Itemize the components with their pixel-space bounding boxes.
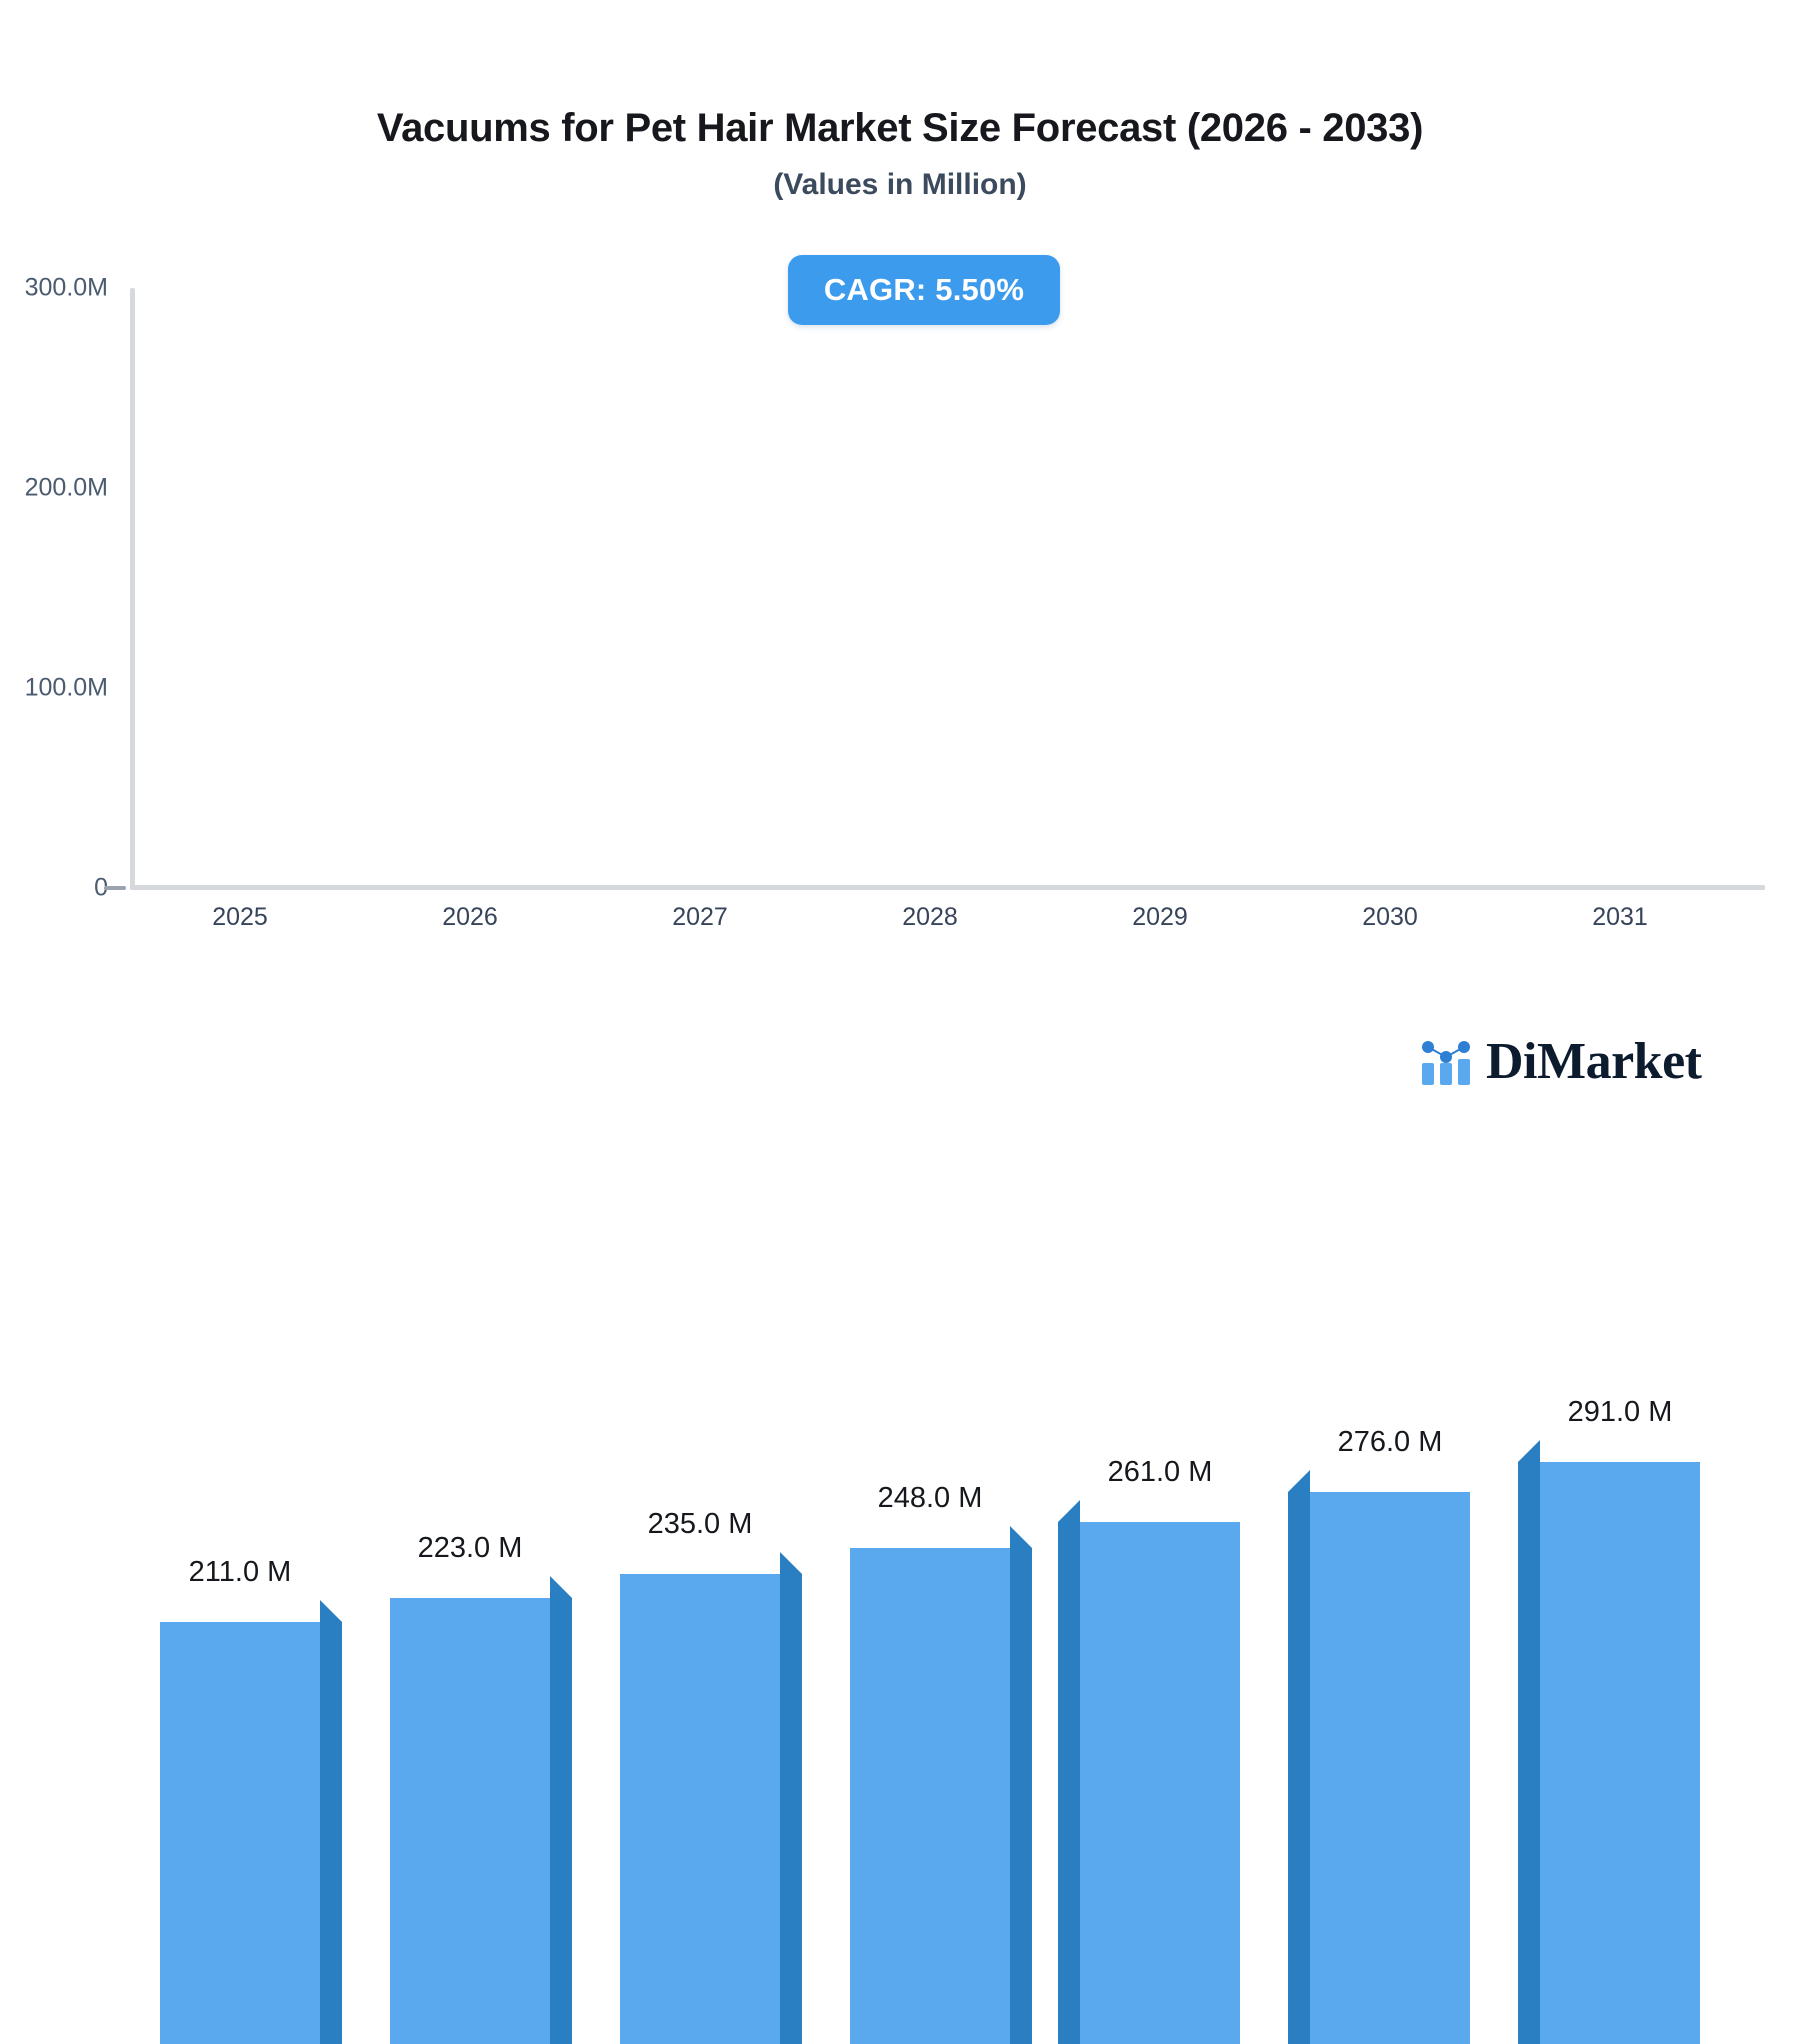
chart-title: Vacuums for Pet Hair Market Size Forecas… [376,106,1424,150]
bar-chart-logo-icon [1422,1041,1470,1085]
y-axis-tick-label: 0 [94,873,108,902]
x-axis-tick-label: 2025 [212,903,268,931]
x-axis-line [130,885,1765,890]
bar-side-face [550,1576,572,2044]
bar-front-face [390,1598,550,2044]
chart-header: Vacuums for Pet Hair Market Size Forecas… [0,0,1800,200]
bar-value-label: 248.0 M [877,1482,983,1514]
x-axis-tick-label: 2031 [1592,903,1648,931]
bar-series: 211.0 M 223.0 M 235.0 M 248.0 M 261.0 M 276.0… [160,1396,1700,2044]
brand-name: DiMarket [1486,1033,1702,1090]
y-axis-tick-label: 300.0M [24,273,108,302]
bar-side-face [1010,1526,1032,2044]
bar-front-face [1540,1462,1700,2044]
cagr-badge: CAGR: 5.50% [788,255,1060,325]
bar-side-face [320,1600,342,2044]
bar-front-face [850,1548,1010,2044]
y-axis-tick-mark [104,886,126,890]
x-axis-tick-label: 2026 [442,903,498,931]
bar-front-face [620,1574,780,2044]
chart-subtitle: (Values in Million) [773,168,1027,201]
brand-logo: DiMarket [1420,1033,1702,1090]
bar-value-label: 223.0 M [417,1532,523,1564]
bar-front-face [160,1622,320,2044]
y-axis-line [130,288,135,890]
bar-value-label: 276.0 M [1337,1426,1443,1458]
bar-value-label: 261.0 M [1107,1456,1213,1488]
bar-side-face [1518,1440,1540,2044]
bar-front-face [1080,1522,1240,2044]
bar-front-face [1310,1492,1470,2044]
bar-side-face [1058,1500,1080,2044]
x-axis-tick-label: 2028 [902,903,958,931]
bar-value-label: 211.0 M [188,1556,292,1588]
y-axis-tick-label: 200.0M [24,473,108,502]
x-axis-tick-label: 2027 [672,903,728,931]
x-axis-tick-label: 2029 [1132,903,1188,931]
bar-value-label: 235.0 M [647,1508,753,1540]
bar-side-face [1288,1470,1310,2044]
bar-value-label: 291.0 M [1567,1396,1673,1428]
x-axis-tick-label: 2030 [1362,903,1418,931]
y-axis-tick-label: 100.0M [24,673,108,702]
bar-side-face [780,1552,802,2044]
cagr-badge-label: CAGR: 5.50% [823,272,1025,307]
plot-area: 300.0M 200.0M 100.0M 0 211.0 M 223.0 M 235.0 … [24,273,1765,2044]
